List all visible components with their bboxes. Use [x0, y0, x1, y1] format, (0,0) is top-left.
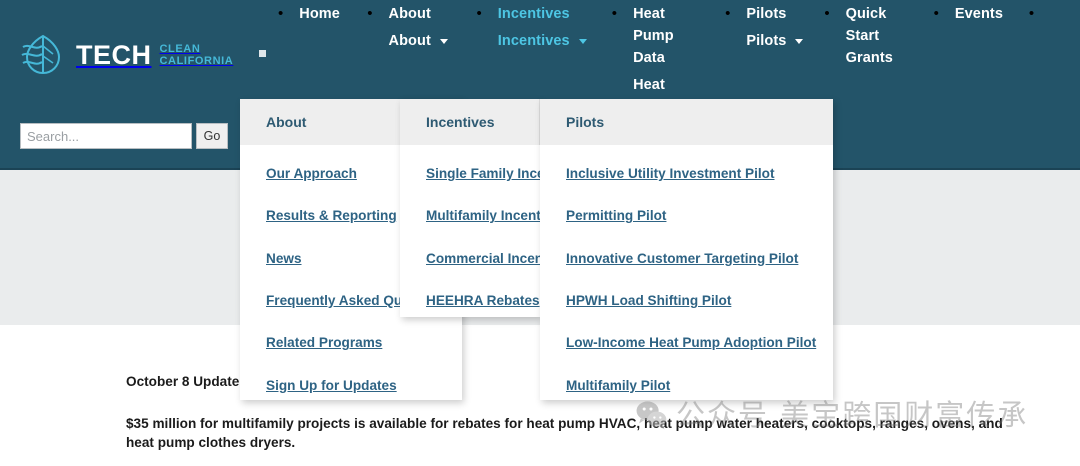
nav-link-heat-pump-data[interactable]: Heat Pump Data	[633, 6, 674, 66]
dropdown-item-results-reporting[interactable]: Results & Reporting	[266, 208, 397, 224]
nav-block-pilots: Pilots Pilots	[746, 3, 808, 52]
logo-brand: TECH	[76, 39, 152, 70]
nav-link-incentives[interactable]: Incentives	[497, 6, 570, 22]
nav-bullet-icon: •	[476, 5, 482, 22]
dropdown-item-low-income-heat-pump-adoption-pilot[interactable]: Low-Income Heat Pump Adoption Pilot	[566, 335, 817, 351]
dropdown-panel-incentives: Incentives Single Family Incentives Mult…	[400, 99, 540, 317]
dropdown-item-news[interactable]: News	[266, 250, 302, 266]
dropdown-item-hpwh-load-shifting-pilot[interactable]: HPWH Load Shifting Pilot	[566, 292, 732, 308]
nav-item-incentives[interactable]: • Incentives Incentives	[477, 3, 612, 52]
nav-sub-incentives[interactable]: Incentives	[498, 30, 596, 52]
dropdown-list-pilots: Inclusive Utility Investment Pilot Permi…	[540, 145, 833, 400]
logo-tagline: CLEAN CALIFORNIA	[160, 43, 234, 68]
dropdown-panel-pilots: Pilots Inclusive Utility Investment Pilo…	[540, 99, 833, 400]
dropdown-title-incentives: Incentives	[400, 99, 540, 145]
nav-item-pilots[interactable]: • Pilots Pilots	[725, 3, 824, 52]
dropdown-item-multifamily-incentives[interactable]: Multifamily Incentives	[426, 208, 540, 224]
dropdown-title-pilots: Pilots	[540, 99, 833, 145]
nav-link-events[interactable]: Events	[954, 6, 1004, 22]
dropdown-item-single-family-incentives[interactable]: Single Family Incentives	[426, 166, 540, 181]
chevron-down-icon[interactable]	[439, 38, 448, 44]
nav-sublink-incentives[interactable]: Incentives	[497, 33, 570, 49]
nav-block-quick-start-grants: Quick Start Grants	[846, 3, 918, 69]
nav-sub-pilots[interactable]: Pilots	[746, 30, 808, 52]
dropdown-item-sign-up-for-updates[interactable]: Sign Up for Updates	[266, 377, 397, 393]
dropdown-item-related-programs[interactable]: Related Programs	[266, 335, 383, 351]
leaf-waves-icon	[21, 34, 61, 75]
chevron-down-icon[interactable]	[578, 38, 587, 44]
dropdown-item-innovative-customer-targeting-pilot[interactable]: Innovative Customer Targeting Pilot	[566, 250, 799, 266]
nav-bullet-icon: •	[933, 5, 939, 22]
content-heading: October 8 Update	[126, 374, 240, 389]
nav-block-about: About About	[389, 3, 461, 52]
nav-item-about[interactable]: • About About	[367, 3, 476, 52]
nav-link-home[interactable]: Home	[299, 6, 340, 22]
nav-bullet-icon: •	[824, 5, 830, 22]
search-form: Go	[20, 123, 228, 149]
logo-wordmark: TECH CLEAN CALIFORNIA	[76, 39, 234, 70]
content-paragraph: $35 million for multifamily projects is …	[126, 415, 1003, 451]
nav-bullet-icon: •	[611, 5, 618, 22]
main-content: October 8 Update $35 million for multifa…	[126, 372, 1066, 453]
nav-link-pilots[interactable]: Pilots	[746, 6, 787, 22]
nav-bullet-icon: •	[278, 5, 284, 22]
nav-item-quick-start-grants[interactable]: • Quick Start Grants	[824, 3, 933, 69]
nav-bullet-icon-trailing: •	[1028, 5, 1035, 22]
site-logo[interactable]: TECH CLEAN CALIFORNIA	[20, 30, 235, 80]
nav-item-home[interactable]: • Home	[278, 3, 367, 25]
chevron-down-icon[interactable]	[795, 38, 804, 44]
nav-sub-about[interactable]: About	[389, 30, 461, 52]
search-input[interactable]	[20, 123, 192, 149]
nav-link-about[interactable]: About	[388, 6, 431, 22]
dropdown-item-heehra-rebates[interactable]: HEEHRA Rebates	[426, 292, 540, 308]
dropdown-item-commercial-incentives[interactable]: Commercial Incentives	[426, 250, 540, 266]
nav-block-home: Home	[299, 3, 351, 25]
nav-link-quick-start-grants[interactable]: Quick Start Grants	[845, 6, 893, 66]
nav-item-events[interactable]: • Events	[934, 3, 1029, 25]
nav-sublink-about[interactable]: About	[388, 33, 431, 49]
nav-block-incentives: Incentives Incentives	[498, 3, 596, 52]
nav-sublink-pilots[interactable]: Pilots	[746, 33, 787, 49]
primary-navigation: • Home • About About	[278, 0, 1080, 137]
logo-tagline-line1: CLEAN	[159, 42, 201, 55]
dropdown-item-multifamily-pilot[interactable]: Multifamily Pilot	[566, 377, 671, 393]
nav-block-events: Events	[955, 3, 1013, 25]
dropdown-item-permitting-pilot[interactable]: Permitting Pilot	[566, 208, 667, 224]
logo-tagline-line2: CALIFORNIA	[159, 55, 234, 67]
dropdown-list-incentives: Single Family Incentives Multifamily Inc…	[400, 145, 540, 317]
nav-bullet-icon: •	[367, 5, 373, 22]
search-go-button[interactable]: Go	[196, 123, 228, 149]
nav-marker-square	[259, 50, 266, 57]
dropdown-item-inclusive-utility-investment-pilot[interactable]: Inclusive Utility Investment Pilot	[566, 166, 775, 181]
dropdown-item-our-approach[interactable]: Our Approach	[266, 166, 357, 181]
nav-bullet-icon: •	[725, 5, 731, 22]
